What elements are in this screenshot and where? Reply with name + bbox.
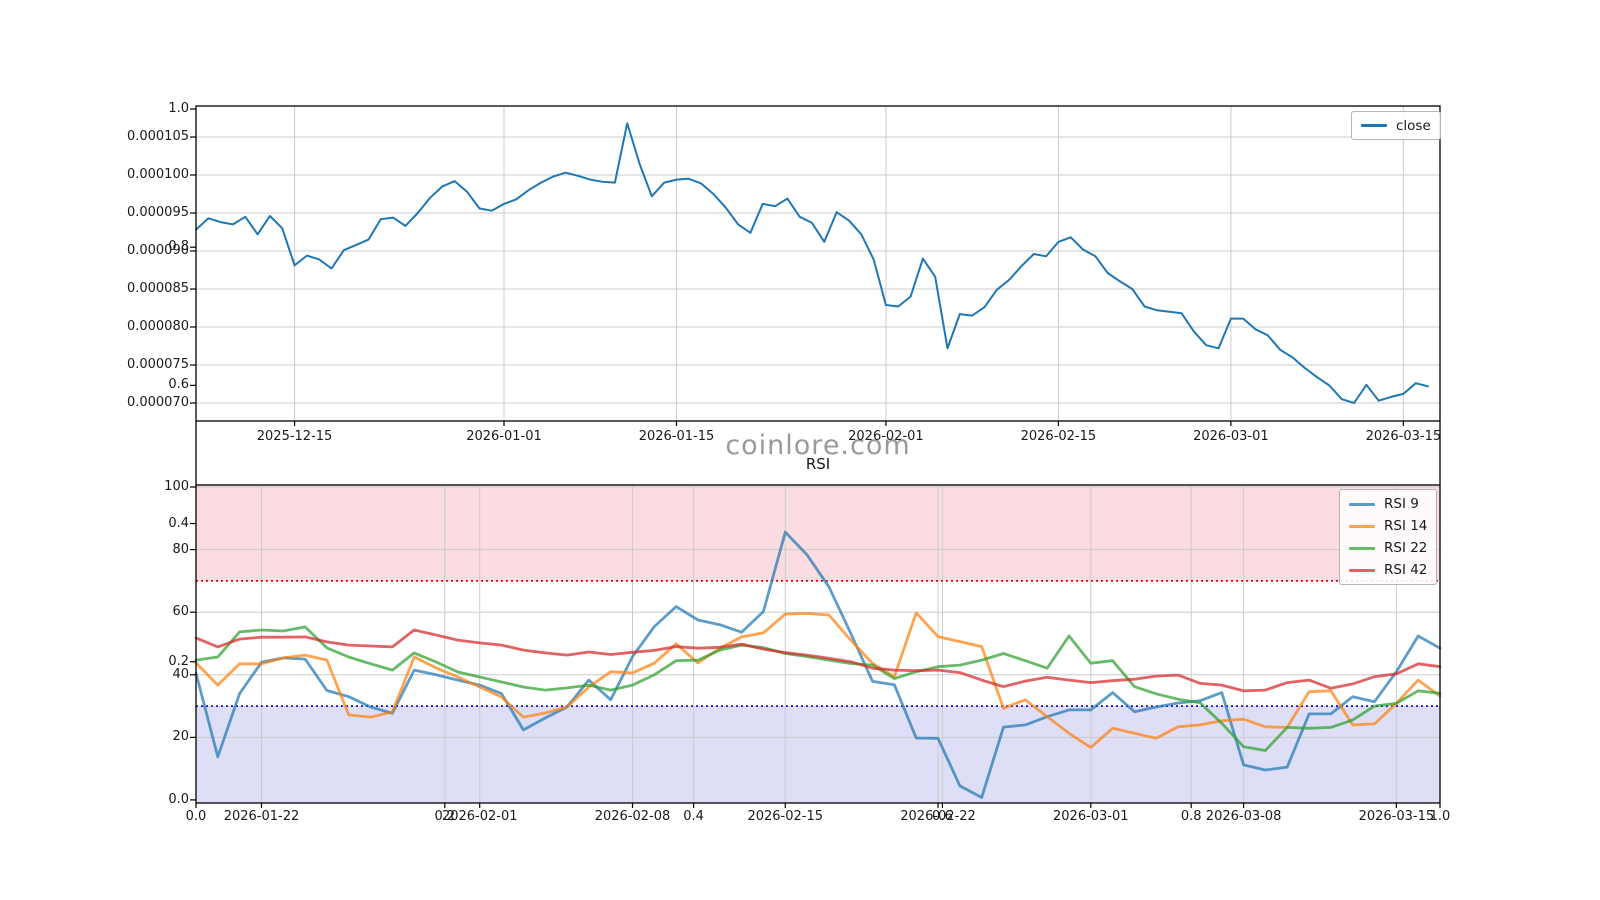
close-line-swatch	[1361, 124, 1387, 127]
rsi-x-tick-label: 2026-03-15	[1358, 809, 1435, 824]
rsi-y-tick-label: 60	[172, 604, 189, 620]
rsi-x-tick-label: 2026-02-15	[747, 809, 824, 824]
rsi-x-tick-label: 2026-02-01	[441, 809, 518, 824]
legend-item-rsi9: RSI 9	[1349, 495, 1427, 513]
figure-y-tick-label: 1.0	[168, 101, 189, 116]
watermark: coinlore.com	[725, 430, 911, 461]
figure-x-tick-label: 1.0	[1429, 809, 1451, 824]
overbought-band	[196, 485, 1440, 581]
figure-y-tick-label: 0.6	[168, 377, 189, 393]
legend-label-rsi22: RSI 22	[1384, 540, 1428, 556]
rsi-y-tick-label: 40	[172, 666, 189, 682]
rsi-x-tick-label: 2026-03-08	[1205, 809, 1282, 824]
rsi-chart-legend: RSI 9 RSI 14 RSI 22 RSI 42	[1339, 489, 1438, 585]
rsi-x-tick-label: 2026-02-22	[900, 809, 976, 824]
figure-x-tick-label: 0.2	[434, 809, 456, 824]
price-y-tick-label: 0.000095	[126, 205, 189, 220]
price-y-tick-label: 0.000085	[126, 281, 189, 296]
legend-item-close: close	[1361, 117, 1431, 134]
rsi22-line	[194, 625, 1442, 752]
price-y-tick-label: 0.000075	[126, 357, 189, 372]
figure-x-tick-label: 0.8	[1180, 809, 1202, 824]
figure-y-tick-label: 0.4	[168, 515, 189, 531]
legend-item-rsi42: RSI 42	[1349, 561, 1427, 579]
price-chart-legend: close	[1351, 111, 1441, 140]
rsi-chart-title: RSI	[805, 455, 831, 473]
rsi-x-tick-label: 2026-02-08	[594, 809, 671, 824]
figure-x-tick-label: 0.0	[185, 809, 207, 824]
rsi14-line-swatch	[1349, 524, 1375, 528]
rsi-y-tick-label: 20	[172, 729, 189, 745]
rsi22-line-swatch	[1349, 546, 1375, 550]
figure-x-tick-label: 0.6	[932, 809, 953, 824]
price-x-tick-label: 2026-02-15	[1020, 429, 1097, 444]
price-x-tick-label: 2025-12-15	[256, 429, 333, 444]
rsi-x-tick-label: 2026-01-22	[223, 809, 300, 824]
rsi-axes-spine	[195, 484, 1441, 804]
price-axes-spine	[195, 105, 1441, 422]
figure-y-tick-label: 0.0	[168, 791, 189, 807]
price-y-tick-label: 0.000105	[126, 129, 189, 144]
legend-item-rsi14: RSI 14	[1349, 517, 1427, 535]
legend-label-rsi9: RSI 9	[1384, 496, 1419, 512]
figure-x-tick-label: 0.4	[683, 809, 704, 824]
close-line	[195, 122, 1429, 404]
legend-label-rsi42: RSI 42	[1384, 562, 1428, 578]
rsi-y-tick-label: 80	[172, 541, 189, 557]
price-y-tick-label: 0.000070	[126, 395, 189, 410]
figure-y-tick-label: 0.8	[168, 239, 189, 255]
legend-label-rsi14: RSI 14	[1384, 518, 1428, 534]
price-x-tick-label: 2026-03-15	[1365, 429, 1442, 444]
rsi42-line-swatch	[1349, 568, 1375, 572]
oversold-band	[196, 706, 1440, 803]
rsi9-line-swatch	[1349, 502, 1375, 506]
price-x-tick-label: 2026-02-01	[848, 429, 924, 444]
rsi14-line	[194, 611, 1442, 749]
price-y-tick-label: 0.000100	[126, 167, 189, 182]
legend-item-rsi22: RSI 22	[1349, 539, 1427, 557]
rsi42-line	[194, 628, 1442, 693]
rsi-x-tick-label: 2026-03-01	[1053, 809, 1129, 824]
legend-label-close: close	[1396, 117, 1431, 134]
price-y-tick-label: 0.000080	[126, 319, 189, 334]
rsi-y-tick-label: 100	[164, 479, 189, 494]
price-x-tick-label: 2026-01-01	[466, 429, 542, 444]
price-y-tick-label: 0.000090	[126, 243, 189, 258]
price-x-tick-label: 2026-03-01	[1193, 429, 1269, 444]
figure-y-tick-label: 0.2	[168, 653, 189, 669]
rsi9-line	[194, 530, 1442, 799]
price-x-tick-label: 2026-01-15	[638, 429, 715, 444]
